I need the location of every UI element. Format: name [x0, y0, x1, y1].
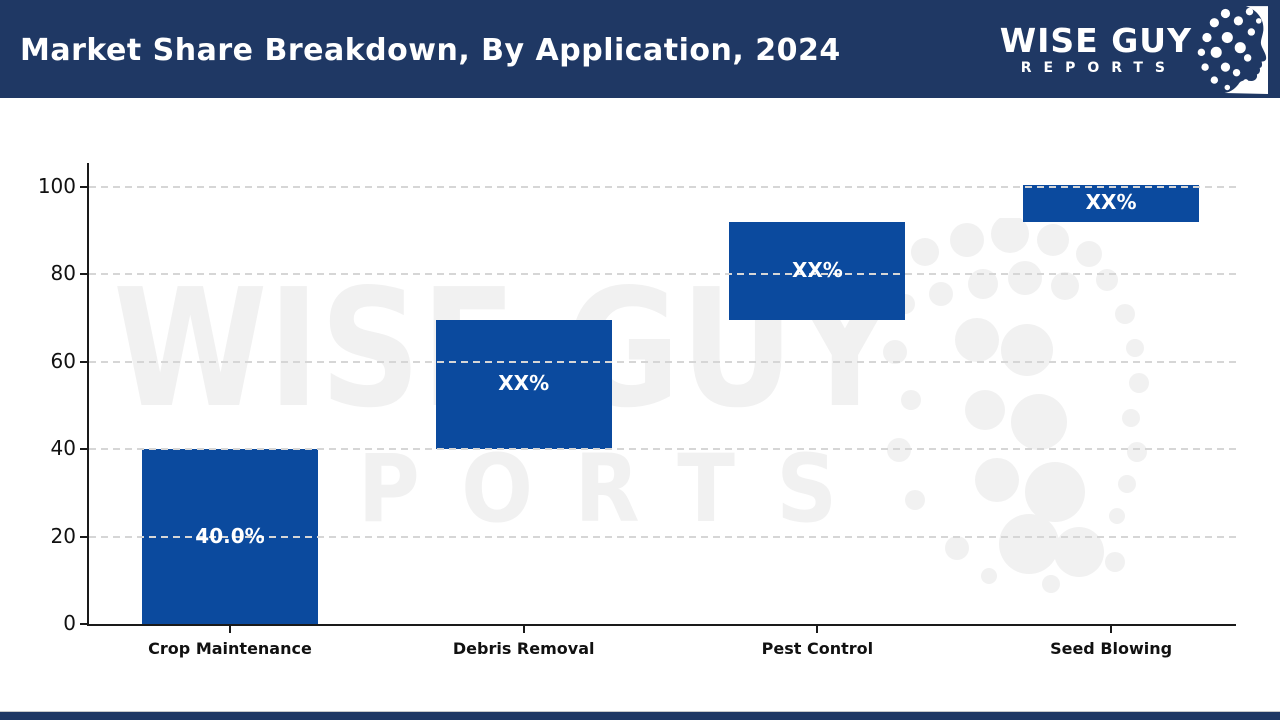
y-tick-label-80: 80	[50, 261, 76, 285]
y-tick-label-60: 60	[50, 348, 76, 373]
bar-value-label: XX%	[498, 371, 550, 396]
x-category-label: Pest Control	[761, 639, 874, 658]
y-tick-mark-20	[80, 535, 87, 538]
gridline-100	[89, 185, 1236, 188]
y-axis-line	[87, 163, 89, 626]
x-category-label: Debris Removal	[452, 639, 595, 658]
bar-seed-blowing	[1023, 184, 1200, 222]
gridline-40	[89, 448, 1236, 450]
bar-value-label: XX%	[1085, 190, 1137, 215]
watermark-face-dots-icon	[883, 218, 1149, 593]
x-tick-mark	[229, 626, 231, 633]
x-category-label: Seed Blowing	[1050, 639, 1173, 658]
brand-name: WISE GUY	[999, 21, 1192, 60]
y-tick-label-100: 100	[37, 173, 76, 198]
x-tick-mark	[522, 626, 525, 633]
footer-band	[0, 711, 1280, 720]
gridline-80	[89, 273, 1236, 275]
x-category-label: Crop Maintenance	[148, 639, 312, 658]
brand-logo: WISE GUY REPORTS	[1000, 4, 1268, 96]
y-tick-mark-80	[80, 273, 87, 275]
y-tick-label-40: 40	[50, 436, 76, 460]
y-tick-mark-100	[80, 185, 87, 188]
x-tick-mark	[1110, 626, 1113, 633]
brand-logo-text: WISE GUY REPORTS	[1000, 24, 1192, 76]
brand-face-icon	[1197, 6, 1268, 94]
page-title: Market Share Breakdown, By Application, …	[20, 33, 841, 68]
bar-debris-removal	[435, 319, 612, 449]
y-tick-label-20: 20	[50, 523, 76, 548]
x-axis-line	[87, 624, 1236, 626]
brand-subtitle: REPORTS	[1020, 60, 1178, 76]
gridline-20	[89, 535, 1236, 538]
y-tick-mark-0	[80, 623, 87, 625]
bar-value-label: 40.0%	[195, 523, 265, 548]
y-tick-label-0: 0	[63, 611, 76, 635]
x-tick-mark	[816, 626, 819, 633]
plot-area: 0 20 40 60 80 100 40.0% Crop Maintenance XX% Debr…	[0, 98, 1280, 712]
y-tick-mark-40	[80, 448, 87, 450]
bar-value-label: XX%	[791, 257, 843, 282]
gridline-60	[89, 360, 1236, 363]
bar-pest-control	[729, 221, 906, 320]
header-band: Market Share Breakdown, By Application, …	[0, 0, 1280, 98]
y-tick-mark-60	[80, 360, 87, 363]
